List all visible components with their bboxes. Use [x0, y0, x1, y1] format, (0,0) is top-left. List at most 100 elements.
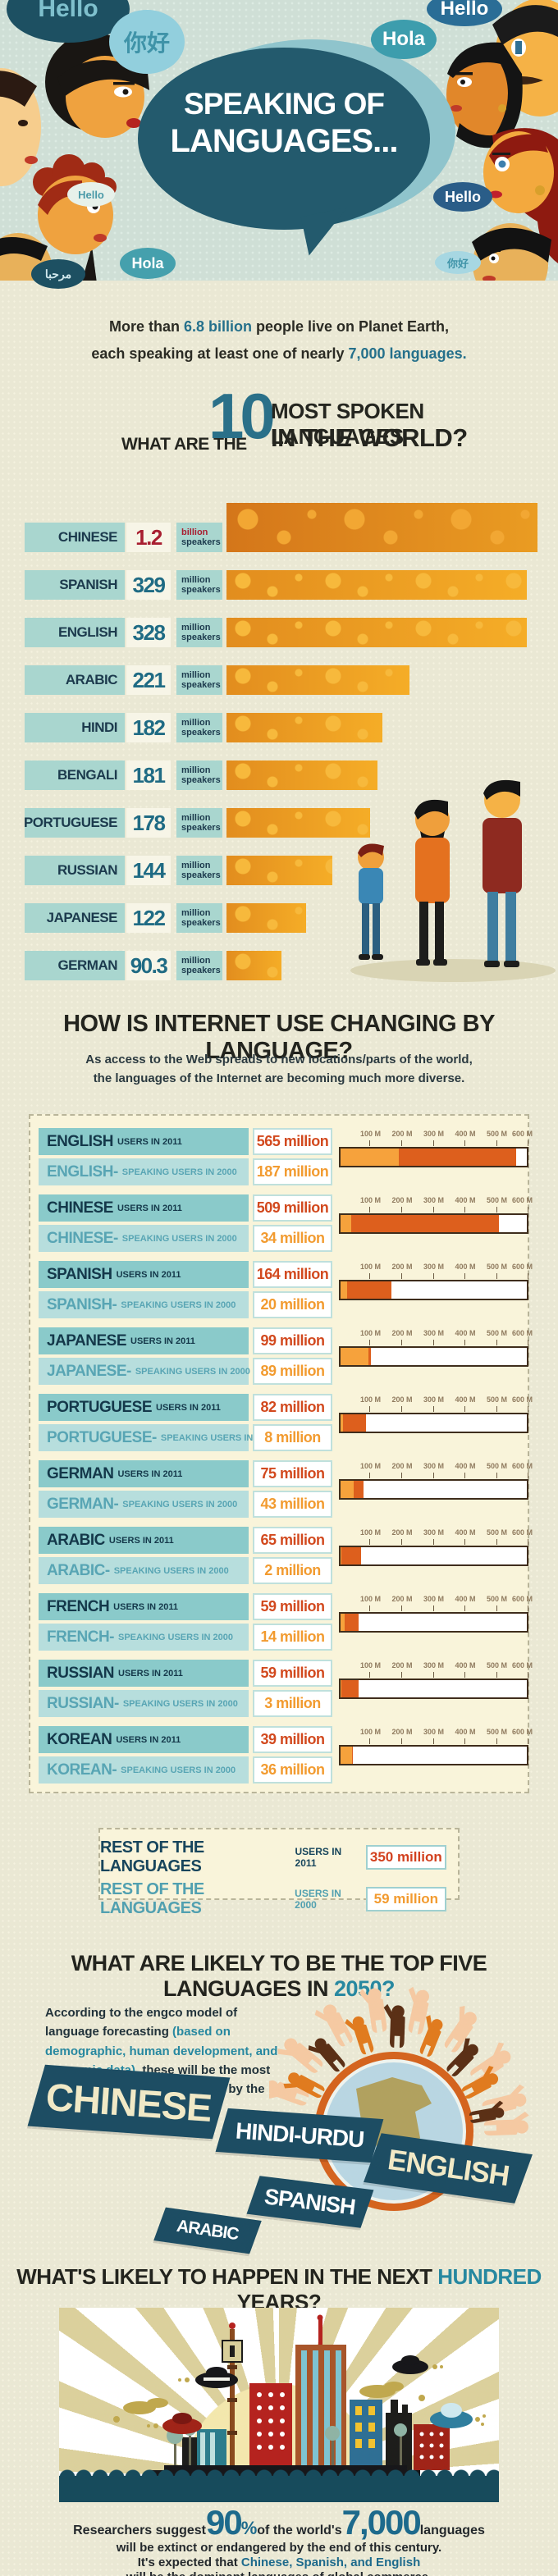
users-2000-value: 14 million — [253, 1624, 332, 1651]
top-chart-row: PORTUGUESE 178 million speakers — [0, 808, 558, 838]
users-2000-row: ARABIC- SPEAKING USERS IN 2000 — [39, 1557, 249, 1584]
bar-track — [339, 1479, 528, 1500]
speaker-bar — [226, 760, 377, 790]
speaker-count: 329 — [126, 570, 171, 600]
footer-line3: It's expected that Chinese, Spanish, and… — [137, 2555, 421, 2569]
bar-axis: 100 M 200 M 300 M 400 M 500 M 600 M — [359, 1728, 533, 1736]
users-bar: 100 M 200 M 300 M 400 M 500 M 600 M — [339, 1329, 533, 1372]
language-label: SPANISH — [25, 570, 125, 600]
face-left-partial-icon — [0, 68, 41, 186]
users-2000-row: KOREAN- SPEAKING USERS IN 2000 — [39, 1756, 249, 1784]
speaker-count: 90.3 — [126, 951, 171, 980]
footer-stats: Researchers suggest 90% of the world's 7… — [0, 2505, 558, 2576]
bubble-hello-right: Hello — [433, 182, 492, 212]
future-city-illustration — [59, 2308, 499, 2502]
bar-axis: 100 M 200 M 300 M 400 M 500 M 600 M — [359, 1661, 533, 1669]
speaker-bar — [226, 856, 332, 885]
internet-language-block: CHINESE USERS IN 2011 CHINESE- SPEAKING US… — [39, 1194, 533, 1252]
question-number: 10 — [208, 380, 276, 452]
language-label: ENGLISH — [25, 618, 125, 647]
users-bar: 100 M 200 M 300 M 400 M 500 M 600 M — [339, 1728, 533, 1770]
bar-axis: 100 M 200 M 300 M 400 M 500 M 600 M — [359, 1395, 533, 1404]
users-2011-segment — [341, 1547, 361, 1564]
language-label: ARABIC — [25, 665, 125, 695]
internet-language-block: KOREAN USERS IN 2011 KOREAN- SPEAKING USER… — [39, 1726, 533, 1784]
internet-language-block: ENGLISH USERS IN 2011 ENGLISH- SPEAKING US… — [39, 1128, 533, 1185]
ribbon-arabic: ARABIC — [153, 2207, 262, 2254]
bar-track — [339, 1612, 528, 1633]
bubble-hello-top-right: Hello — [427, 0, 502, 26]
family-illustration-icon — [350, 779, 556, 982]
flying-car-icon — [392, 2355, 443, 2374]
internet-heading: HOW IS INTERNET USE CHANGING BY LANGUAGE… — [63, 1011, 495, 1064]
users-bar: 100 M 200 M 300 M 400 M 500 M 600 M — [339, 1395, 533, 1438]
speaker-count: 328 — [126, 618, 171, 647]
users-2011-row: JAPANESE USERS IN 2011 — [39, 1327, 249, 1354]
top-chart-row: RUSSIAN 144 million speakers — [0, 856, 558, 885]
users-2011-value: 82 million — [253, 1394, 332, 1421]
top-chart-row: ARABIC 221 million speakers — [0, 665, 558, 695]
bar-track — [339, 1280, 528, 1300]
speaker-bar — [226, 808, 370, 838]
speaker-bar — [226, 618, 527, 647]
users-2011-segment — [345, 1614, 359, 1631]
users-2011-value: 59 million — [253, 1593, 332, 1620]
language-label: GERMAN — [25, 951, 125, 980]
users-bar: 100 M 200 M 300 M 400 M 500 M 600 M — [339, 1196, 533, 1239]
users-2000-segment — [341, 1281, 347, 1299]
question-line1: MOST SPOKEN LANGUAGES — [271, 399, 424, 449]
bar-track — [339, 1413, 528, 1433]
speaker-bar — [226, 665, 409, 695]
face-bottom-right-icon — [472, 223, 551, 281]
internet-language-block: JAPANESE USERS IN 2011 JAPANESE- SPEAKING … — [39, 1327, 533, 1385]
speaker-unit: million speakers — [176, 713, 222, 742]
speaker-unit: million speakers — [176, 903, 222, 933]
central-tower-icon — [295, 2314, 346, 2470]
internet-language-block: PORTUGUESE USERS IN 2011 PORTUGUESE- SPEAK… — [39, 1394, 533, 1451]
users-2011-row: ENGLISH USERS IN 2011 — [39, 1128, 249, 1155]
speaker-unit: million speakers — [176, 808, 222, 838]
speaker-count: 178 — [126, 808, 171, 838]
users-2000-row: ENGLISH- SPEAKING USERS IN 2000 — [39, 1158, 249, 1185]
language-label: PORTUGUESE — [24, 808, 125, 838]
bar-ticks — [339, 1473, 528, 1478]
tv-tower-icon — [222, 2323, 243, 2470]
language-label: JAPANESE — [25, 903, 125, 933]
bar-ticks — [339, 1140, 528, 1146]
users-2011-segment — [346, 1281, 392, 1299]
speaker-unit: million speakers — [176, 856, 222, 885]
bar-ticks — [339, 1340, 528, 1345]
boy-figure-icon — [358, 843, 384, 960]
users-2000-value: 3 million — [253, 1690, 332, 1717]
users-2000-row: RUSSIAN- SPEAKING USERS IN 2000 — [39, 1690, 249, 1717]
users-2011-row: FRENCH USERS IN 2011 — [39, 1593, 249, 1620]
speaker-bar — [226, 713, 382, 742]
users-2000-value: 187 million — [253, 1158, 332, 1185]
question-prefix: WHAT ARE THE — [121, 435, 247, 454]
bubble-hola-right: Hola — [371, 20, 437, 59]
flying-car-icon — [178, 2367, 238, 2388]
users-2011-segment — [368, 1348, 372, 1365]
bar-track — [339, 1346, 528, 1367]
users-2000-segment — [341, 1215, 351, 1232]
question-line2: IN THE WORLD? — [271, 423, 468, 452]
bar-ticks — [339, 1605, 528, 1611]
flying-car-icon — [147, 2413, 202, 2434]
users-2000-row: GERMAN- SPEAKING USERS IN 2000 — [39, 1491, 249, 1518]
users-2000-row: SPANISH- SPEAKING USERS IN 2000 — [39, 1291, 249, 1318]
top5-2050-heading: WHAT ARE LIKELY TO BE THE TOP FIVE LANGU… — [71, 1951, 487, 2001]
speaker-count: 144 — [126, 856, 171, 885]
speaker-unit: billion speakers — [176, 523, 222, 552]
bar-ticks — [339, 1406, 528, 1412]
bar-track — [339, 1147, 528, 1167]
top-chart-row: ENGLISH 328 million speakers — [0, 618, 558, 647]
users-2000-segment — [341, 1747, 352, 1764]
users-2000-segment — [341, 1149, 399, 1166]
top-chart: CHINESE 1.2 billion speakers SPANISH 329 … — [0, 503, 558, 998]
speaker-count: 182 — [126, 713, 171, 742]
internet-language-block: GERMAN USERS IN 2011 GERMAN- SPEAKING USER… — [39, 1460, 533, 1518]
users-2011-value: 65 million — [253, 1527, 332, 1554]
users-2000-segment — [341, 1348, 368, 1365]
users-bar: 100 M 200 M 300 M 400 M 500 M 600 M — [339, 1130, 533, 1172]
bubble-nihao: 你好 — [109, 10, 185, 74]
